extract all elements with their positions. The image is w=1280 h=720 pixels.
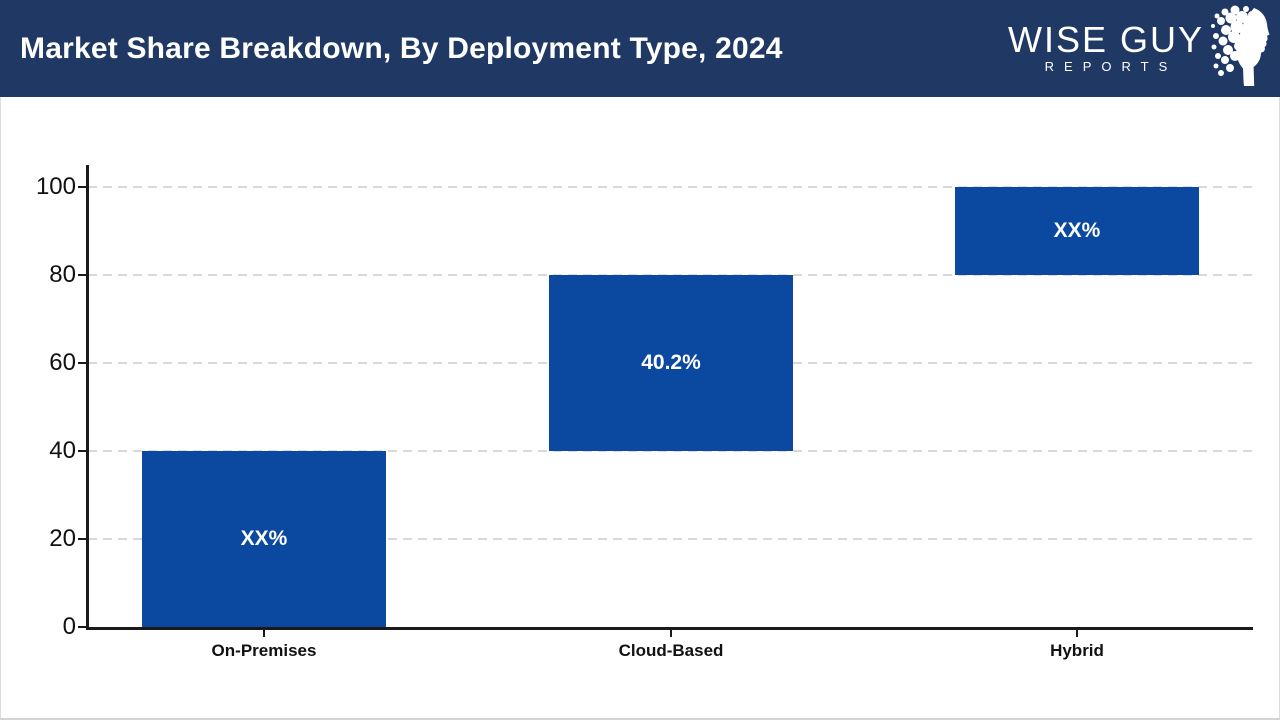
gridline — [88, 538, 1253, 540]
y-axis-tick-label: 20 — [49, 525, 76, 552]
x-axis-tick — [1076, 630, 1078, 637]
bar-hybrid: XX% — [955, 187, 1199, 275]
y-axis-tick — [78, 626, 86, 628]
x-axis-tick — [670, 630, 672, 637]
bar-cloud-based: 40.2% — [549, 275, 793, 451]
bar-value-label: XX% — [240, 527, 288, 550]
y-axis-tick-label: 60 — [49, 349, 76, 376]
category-label-cloud-based: Cloud-Based — [618, 641, 724, 660]
x-axis-tick — [263, 630, 265, 637]
wiseguy-logo: WISE GUY REPORTS — [1008, 4, 1270, 88]
logo-text: WISE GUY REPORTS — [1008, 19, 1204, 73]
y-axis-tick — [78, 450, 86, 452]
gridline — [88, 450, 1253, 452]
y-axis-tick-label: 0 — [62, 613, 76, 640]
y-axis-tick — [78, 274, 86, 276]
y-axis-tick — [78, 538, 86, 540]
y-axis-tick-label: 40 — [49, 437, 76, 464]
y-axis-tick — [78, 362, 86, 364]
logo-name: WISE GUY — [1007, 18, 1204, 60]
bar-value-label: XX% — [1053, 219, 1101, 242]
category-label-hybrid: Hybrid — [1050, 641, 1104, 660]
bar-value-label: 40.2% — [641, 351, 701, 374]
y-axis-tick — [78, 186, 86, 188]
logo-head-icon — [1211, 5, 1270, 86]
y-axis-tick-label: 80 — [49, 261, 76, 288]
category-label-on-premises: On-Premises — [211, 641, 317, 660]
y-axis-tick-label: 100 — [35, 173, 76, 200]
bar-on-premises: XX% — [142, 451, 386, 627]
y-axis-line — [86, 165, 89, 630]
logo-subtitle: REPORTS — [1044, 59, 1178, 75]
gridline — [88, 186, 1253, 188]
page-title: Market Share Breakdown, By Deployment Ty… — [20, 31, 783, 65]
header: Market Share Breakdown, By Deployment Ty… — [0, 0, 1280, 97]
x-axis-line — [86, 627, 1253, 630]
